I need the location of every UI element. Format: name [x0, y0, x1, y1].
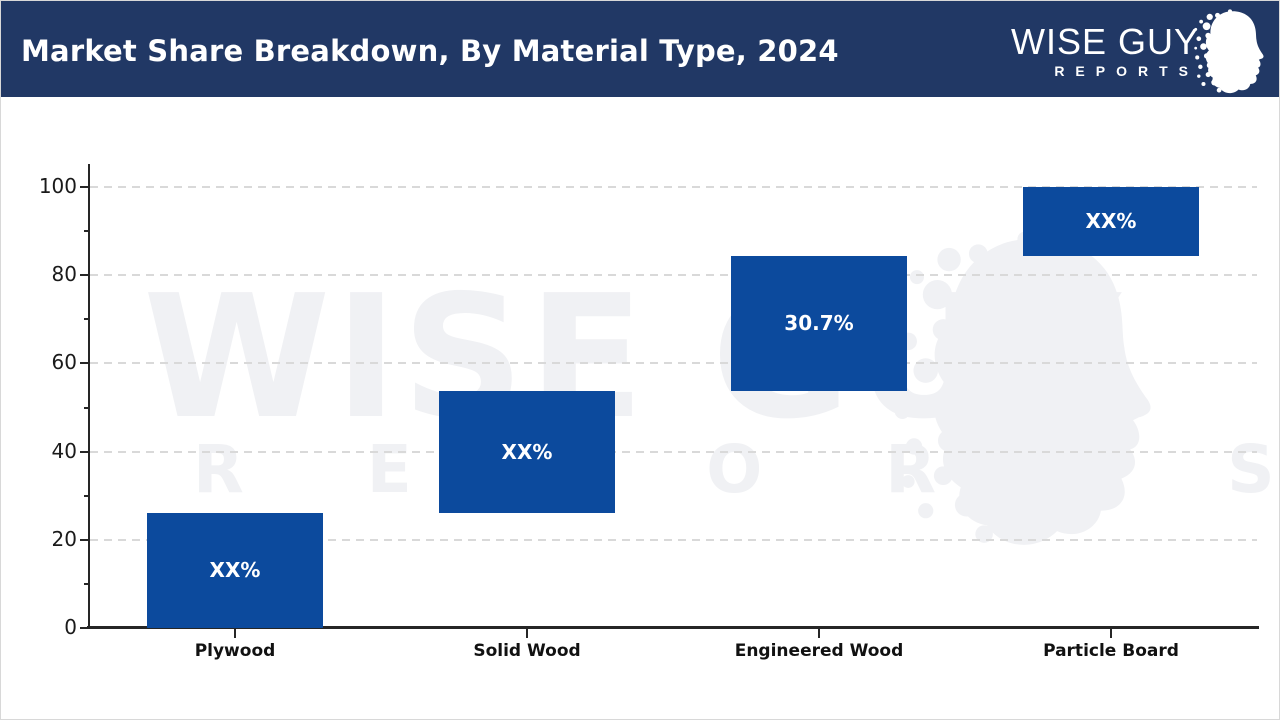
y-gridline: [90, 450, 1257, 453]
x-tick-mark: [526, 629, 528, 638]
y-tick-label: 80: [51, 262, 77, 287]
y-tick-mark: [80, 538, 89, 541]
x-category-label: Particle Board: [1043, 641, 1179, 661]
y-tick-mark: [80, 627, 89, 629]
brand-subtitle: REPORTS: [1054, 62, 1199, 79]
x-tick-mark: [234, 629, 236, 638]
x-category-label: Solid Wood: [473, 641, 581, 661]
brand-name: WISE GUY: [1010, 21, 1199, 62]
y-gridline: [90, 538, 1257, 541]
y-minor-tick-mark: [84, 582, 89, 585]
brand-logo-text: WISE GUY REPORTS: [1011, 23, 1199, 79]
bar-engineered-wood: 30.7%: [731, 255, 907, 392]
y-tick-mark: [80, 186, 89, 188]
y-gridline: [90, 274, 1257, 277]
y-tick-label: 60: [51, 350, 77, 375]
y-gridline: [90, 362, 1257, 365]
y-minor-tick-mark: [84, 494, 89, 497]
y-tick-label: 100: [38, 174, 77, 198]
bar-solid-wood: XX%: [439, 391, 615, 513]
bar-value-label: 30.7%: [784, 311, 854, 336]
y-gridline: [90, 186, 1257, 188]
y-axis-line: [88, 164, 90, 629]
bar-plywood: XX%: [147, 512, 323, 628]
y-minor-tick-mark: [84, 318, 89, 321]
bar-value-label: XX%: [501, 440, 553, 465]
bar-particle-board: XX%: [1023, 187, 1199, 256]
y-tick-label: 20: [51, 526, 77, 551]
y-minor-tick-mark: [84, 406, 89, 409]
x-category-label: Plywood: [194, 641, 276, 661]
header-bar: Market Share Breakdown, By Material Type…: [1, 1, 1279, 97]
dotted-head-profile-icon: [1194, 9, 1264, 94]
x-tick-mark: [1110, 629, 1112, 638]
x-tick-mark: [818, 629, 820, 638]
y-tick-mark: [80, 450, 89, 453]
page-title: Market Share Breakdown, By Material Type…: [21, 34, 839, 68]
y-tick-mark: [80, 274, 89, 277]
bar-value-label: XX%: [1085, 209, 1137, 234]
brand-logo: WISE GUY REPORTS: [1001, 7, 1271, 94]
x-category-label: Engineered Wood: [734, 641, 904, 661]
x-axis-line: [87, 626, 1259, 629]
bar-value-label: XX%: [209, 558, 261, 583]
y-tick-label: 0: [64, 615, 77, 639]
y-minor-tick-mark: [84, 230, 89, 233]
y-tick-mark: [80, 362, 89, 365]
y-tick-label: 40: [51, 438, 77, 463]
